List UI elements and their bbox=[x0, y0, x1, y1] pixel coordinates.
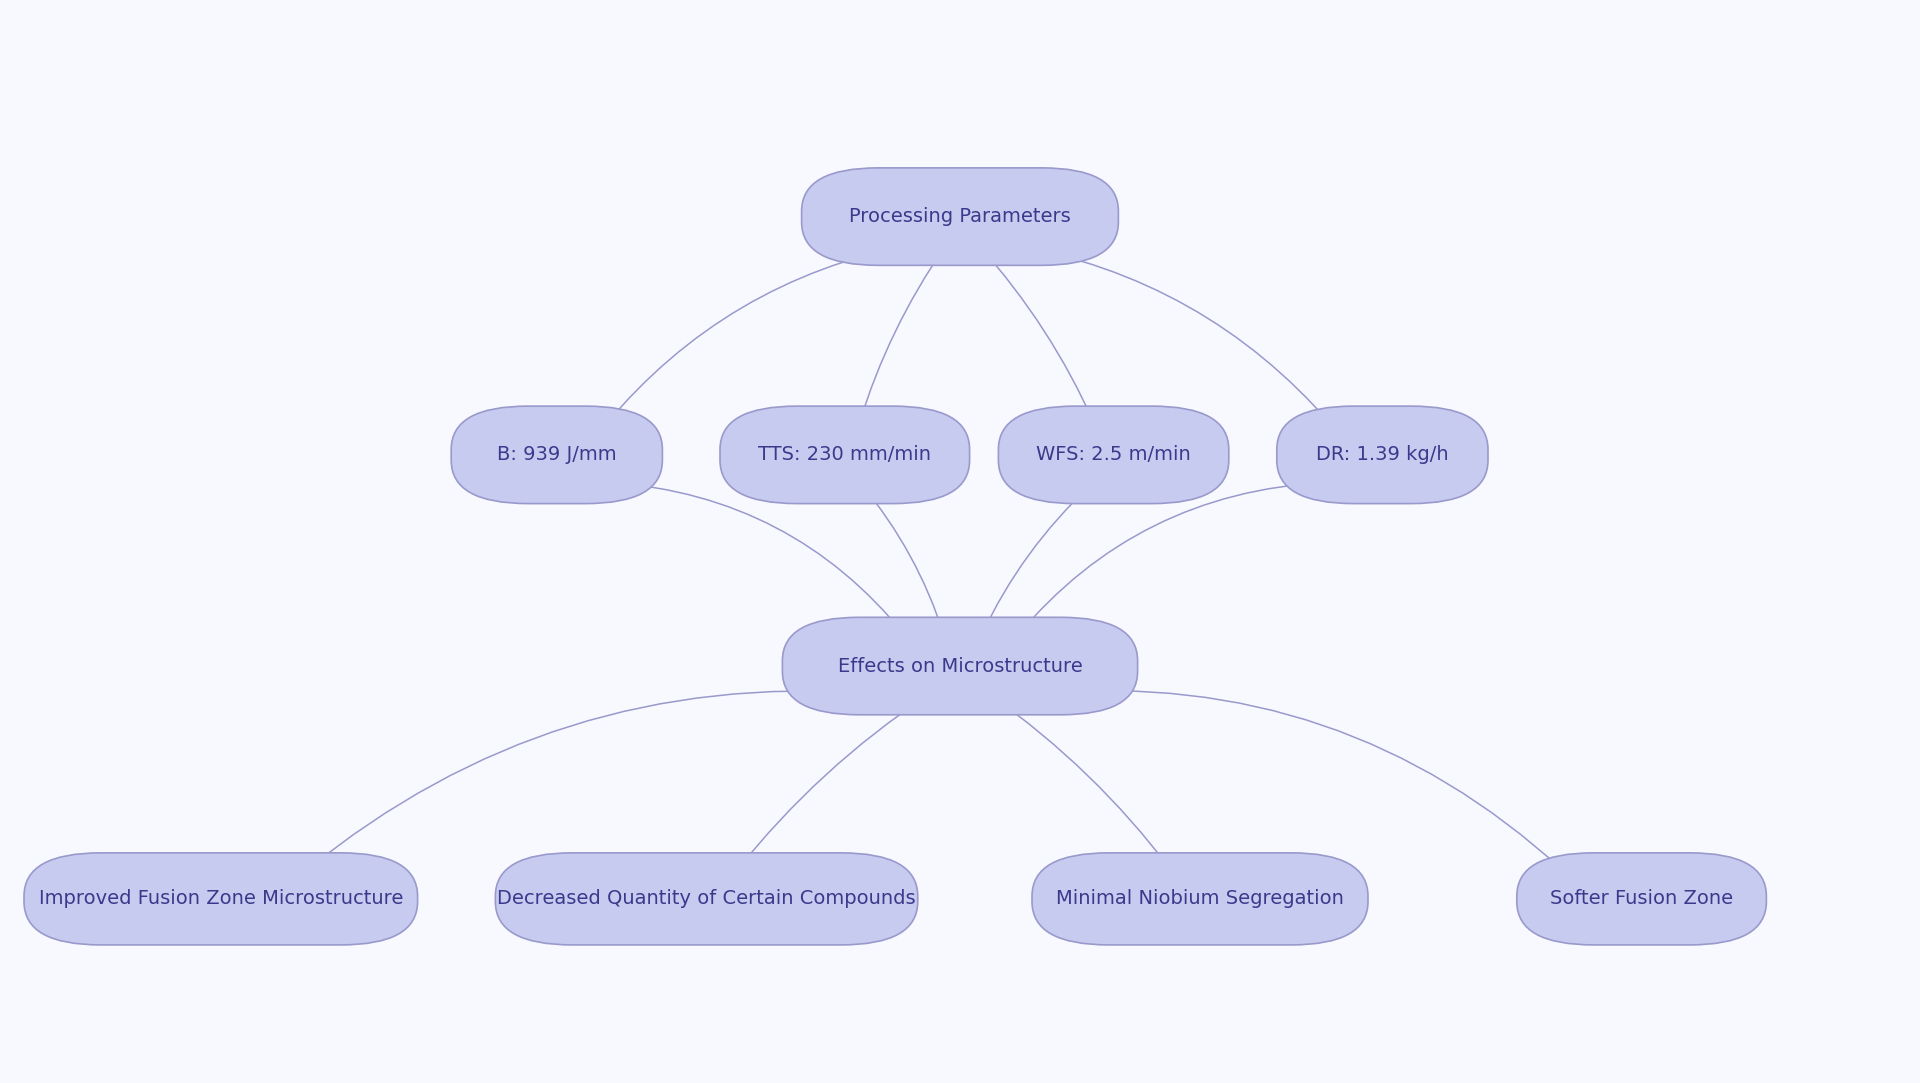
Text: WFS: 2.5 m/min: WFS: 2.5 m/min bbox=[1037, 445, 1190, 465]
FancyArrowPatch shape bbox=[1012, 245, 1331, 423]
Text: Softer Fusion Zone: Softer Fusion Zone bbox=[1549, 889, 1734, 909]
FancyArrowPatch shape bbox=[737, 695, 927, 870]
Text: Improved Fusion Zone Microstructure: Improved Fusion Zone Microstructure bbox=[38, 889, 403, 909]
FancyBboxPatch shape bbox=[495, 853, 918, 944]
FancyBboxPatch shape bbox=[451, 406, 662, 504]
FancyBboxPatch shape bbox=[1277, 406, 1488, 504]
Text: Effects on Microstructure: Effects on Microstructure bbox=[837, 656, 1083, 676]
Text: DR: 1.39 kg/h: DR: 1.39 kg/h bbox=[1315, 445, 1450, 465]
FancyArrowPatch shape bbox=[858, 246, 945, 423]
FancyArrowPatch shape bbox=[979, 246, 1094, 423]
FancyBboxPatch shape bbox=[25, 853, 419, 944]
FancyBboxPatch shape bbox=[801, 168, 1117, 265]
Text: Processing Parameters: Processing Parameters bbox=[849, 207, 1071, 226]
FancyArrowPatch shape bbox=[1043, 691, 1563, 870]
Text: B: 939 J/mm: B: 939 J/mm bbox=[497, 445, 616, 465]
FancyArrowPatch shape bbox=[991, 695, 1171, 870]
FancyBboxPatch shape bbox=[783, 617, 1137, 715]
FancyBboxPatch shape bbox=[1033, 853, 1367, 944]
Text: Minimal Niobium Segregation: Minimal Niobium Segregation bbox=[1056, 889, 1344, 909]
FancyBboxPatch shape bbox=[1517, 853, 1766, 944]
Text: Decreased Quantity of Certain Compounds: Decreased Quantity of Certain Compounds bbox=[497, 889, 916, 909]
Text: TTS: 230 mm/min: TTS: 230 mm/min bbox=[758, 445, 931, 465]
FancyArrowPatch shape bbox=[307, 691, 870, 870]
FancyArrowPatch shape bbox=[862, 484, 945, 635]
FancyArrowPatch shape bbox=[612, 483, 904, 635]
FancyArrowPatch shape bbox=[981, 484, 1092, 635]
FancyArrowPatch shape bbox=[607, 245, 910, 423]
FancyBboxPatch shape bbox=[720, 406, 970, 504]
FancyBboxPatch shape bbox=[998, 406, 1229, 504]
FancyArrowPatch shape bbox=[1018, 483, 1325, 635]
